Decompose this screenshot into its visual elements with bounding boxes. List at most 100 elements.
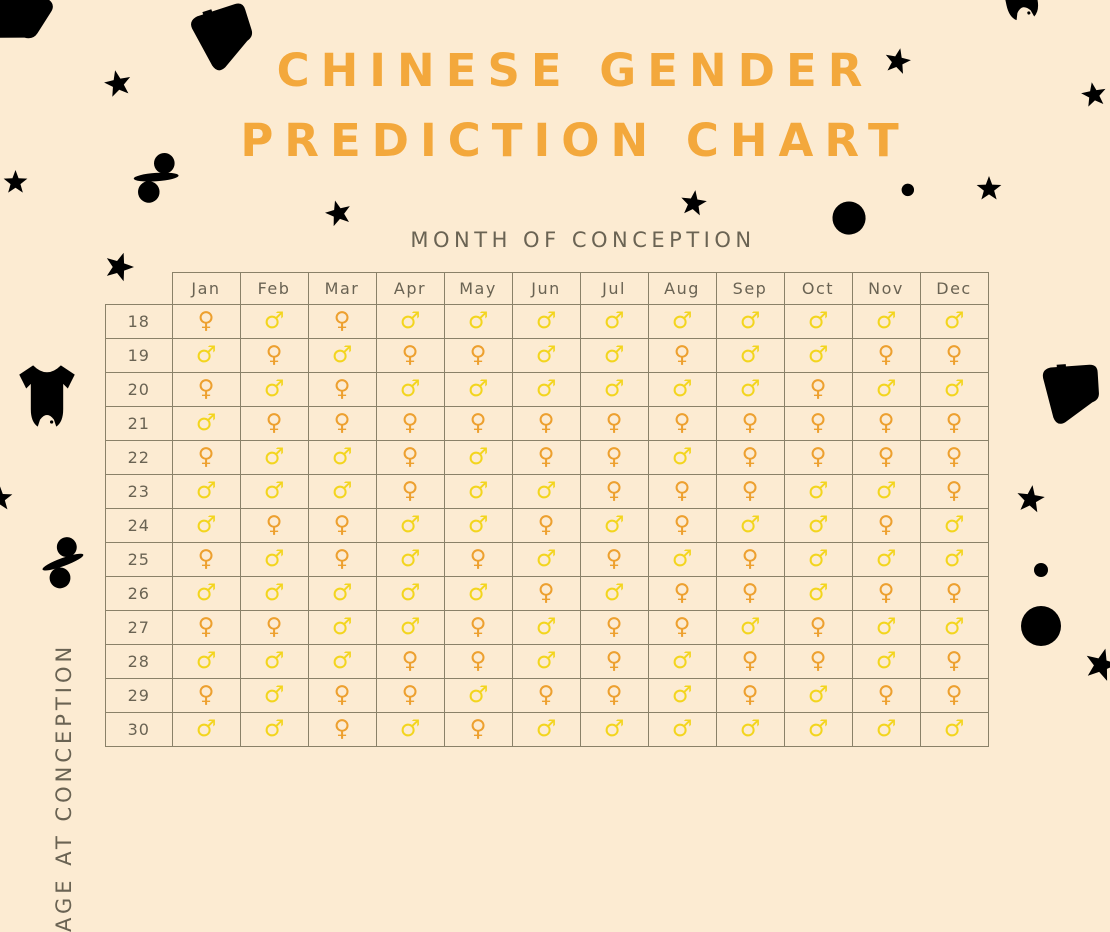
female-symbol-cell: ♀	[919, 440, 989, 475]
male-symbol-cell: ♂	[375, 576, 445, 611]
female-symbol-cell: ♀	[511, 440, 581, 475]
male-symbol-cell: ♂	[443, 508, 513, 543]
male-symbol-cell: ♂	[511, 474, 581, 509]
age-cell: 22	[105, 440, 173, 475]
table-row: 22 ♀ ♂ ♂ ♀ ♂ ♀ ♀ ♂ ♀ ♀ ♀ ♀	[105, 440, 989, 475]
diaper-icon	[1026, 354, 1105, 433]
page-title: CHINESE GENDER PREDICTION CHART	[40, 36, 1110, 176]
page-title-line-2: PREDICTION CHART	[240, 114, 910, 167]
female-symbol-cell: ♀	[647, 406, 717, 441]
female-symbol-cell: ♀	[511, 508, 581, 543]
male-symbol-cell: ♂	[307, 576, 377, 611]
table-row: 18 ♀ ♂ ♀ ♂ ♂ ♂ ♂ ♂ ♂ ♂ ♂ ♂	[105, 304, 989, 339]
star-icon	[322, 197, 355, 230]
onesie-icon	[10, 358, 84, 442]
male-symbol-cell: ♂	[647, 678, 717, 713]
male-symbol-cell: ♂	[851, 712, 921, 747]
month-header: Aug	[647, 272, 717, 305]
female-symbol-cell: ♀	[919, 576, 989, 611]
female-symbol-cell: ♀	[919, 338, 989, 373]
male-symbol-cell: ♂	[443, 304, 513, 339]
female-symbol-cell: ♀	[579, 678, 649, 713]
male-symbol-cell: ♂	[919, 304, 989, 339]
male-symbol-cell: ♂	[647, 644, 717, 679]
male-symbol-cell: ♂	[647, 304, 717, 339]
female-symbol-cell: ♀	[579, 406, 649, 441]
month-header: Oct	[783, 272, 853, 305]
male-symbol-cell: ♂	[851, 610, 921, 645]
female-symbol-cell: ♀	[783, 406, 853, 441]
female-symbol-cell: ♀	[919, 678, 989, 713]
male-symbol-cell: ♂	[307, 338, 377, 373]
rattle-icon	[1012, 558, 1070, 654]
male-symbol-cell: ♂	[919, 508, 989, 543]
male-symbol-cell: ♂	[443, 576, 513, 611]
male-symbol-cell: ♂	[443, 440, 513, 475]
male-symbol-cell: ♂	[783, 304, 853, 339]
male-symbol-cell: ♂	[239, 542, 309, 577]
male-symbol-cell: ♂	[375, 508, 445, 543]
female-symbol-cell: ♀	[375, 644, 445, 679]
table-row: 30 ♂ ♂ ♀ ♂ ♀ ♂ ♂ ♂ ♂ ♂ ♂ ♂	[105, 712, 989, 747]
female-symbol-cell: ♀	[783, 610, 853, 645]
male-symbol-cell: ♂	[375, 610, 445, 645]
male-symbol-cell: ♂	[851, 372, 921, 407]
male-symbol-cell: ♂	[579, 508, 649, 543]
male-symbol-cell: ♂	[239, 372, 309, 407]
gender-prediction-table: Jan Feb Mar Apr May Jun Jul Aug Sep Oct Nov Dec 18 ♀…	[105, 272, 989, 747]
male-symbol-cell: ♂	[783, 576, 853, 611]
table-row: 29 ♀ ♂ ♀ ♀ ♂ ♀ ♀ ♂ ♀ ♂ ♀ ♀	[105, 678, 989, 713]
month-header: Jul	[579, 272, 649, 305]
male-symbol-cell: ♂	[579, 338, 649, 373]
male-symbol-cell: ♂	[783, 338, 853, 373]
month-header: Apr	[375, 272, 445, 305]
month-header: Mar	[307, 272, 377, 305]
female-symbol-cell: ♀	[171, 542, 241, 577]
month-header: Jan	[171, 272, 241, 305]
male-symbol-cell: ♂	[375, 372, 445, 407]
male-symbol-cell: ♂	[715, 508, 785, 543]
male-symbol-cell: ♂	[511, 610, 581, 645]
male-symbol-cell: ♂	[579, 712, 649, 747]
male-symbol-cell: ♂	[307, 610, 377, 645]
female-symbol-cell: ♀	[511, 406, 581, 441]
month-header: Feb	[239, 272, 309, 305]
month-header: May	[443, 272, 513, 305]
male-symbol-cell: ♂	[851, 304, 921, 339]
star-icon	[976, 176, 1002, 202]
male-symbol-cell: ♂	[647, 372, 717, 407]
male-symbol-cell: ♂	[239, 576, 309, 611]
star-icon	[3, 170, 28, 195]
male-symbol-cell: ♂	[851, 644, 921, 679]
age-cell: 20	[105, 372, 173, 407]
female-symbol-cell: ♀	[443, 406, 513, 441]
male-symbol-cell: ♂	[851, 474, 921, 509]
age-cell: 27	[105, 610, 173, 645]
female-symbol-cell: ♀	[647, 508, 717, 543]
male-symbol-cell: ♂	[579, 576, 649, 611]
male-symbol-cell: ♂	[783, 542, 853, 577]
female-symbol-cell: ♀	[647, 610, 717, 645]
table-body: 18 ♀ ♂ ♀ ♂ ♂ ♂ ♂ ♂ ♂ ♂ ♂ ♂ 19 ♂ ♀ ♂ ♀ ♀ ♂ ♂ ♀ ♂ ♂ ♀ ♀ 20 ♀ ♂ ♀ ♂ ♂ ♂ ♂ ♂ ♂ ♀…	[105, 304, 989, 747]
table-row: 24 ♂ ♀ ♀ ♂ ♂ ♀ ♂ ♀ ♂ ♂ ♀ ♂	[105, 508, 989, 543]
male-symbol-cell: ♂	[919, 712, 989, 747]
male-symbol-cell: ♂	[443, 474, 513, 509]
female-symbol-cell: ♀	[851, 338, 921, 373]
month-header: Jun	[511, 272, 581, 305]
female-symbol-cell: ♀	[851, 508, 921, 543]
female-symbol-cell: ♀	[171, 372, 241, 407]
female-symbol-cell: ♀	[647, 576, 717, 611]
female-symbol-cell: ♀	[239, 338, 309, 373]
male-symbol-cell: ♂	[715, 338, 785, 373]
female-symbol-cell: ♀	[443, 542, 513, 577]
star-icon	[0, 485, 13, 512]
female-symbol-cell: ♀	[579, 440, 649, 475]
male-symbol-cell: ♂	[579, 372, 649, 407]
female-symbol-cell: ♀	[171, 610, 241, 645]
male-symbol-cell: ♂	[375, 542, 445, 577]
female-symbol-cell: ♀	[239, 610, 309, 645]
female-symbol-cell: ♀	[919, 474, 989, 509]
female-symbol-cell: ♀	[715, 576, 785, 611]
male-symbol-cell: ♂	[579, 304, 649, 339]
